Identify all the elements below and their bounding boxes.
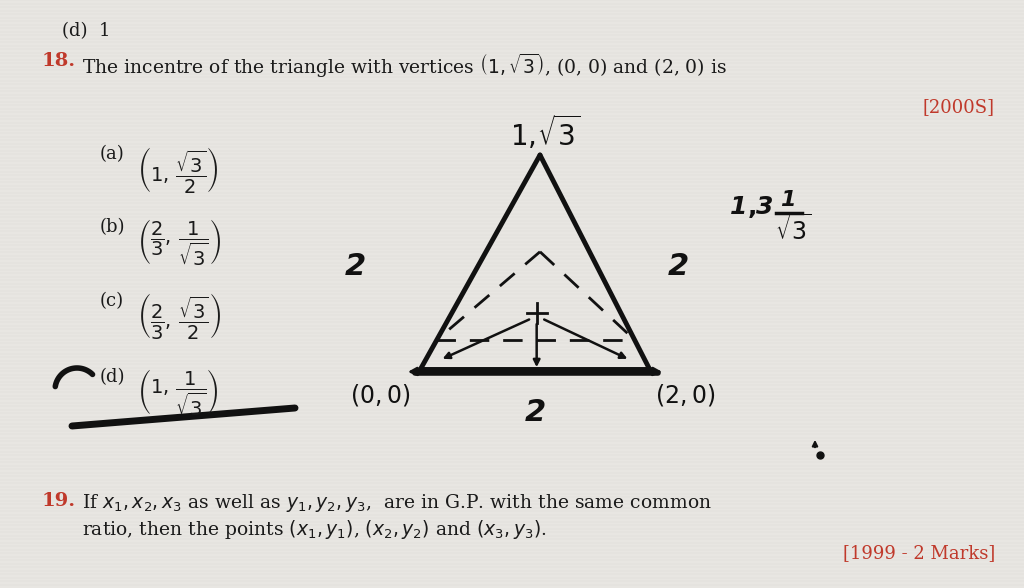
- Text: $(2,0)$: $(2,0)$: [655, 382, 716, 408]
- Text: $\left(\dfrac{2}{3},\, \dfrac{\sqrt{3}}{2}\right)$: $\left(\dfrac{2}{3},\, \dfrac{\sqrt{3}}{…: [137, 292, 221, 342]
- Text: 1: 1: [780, 190, 796, 210]
- Text: (b): (b): [100, 218, 126, 236]
- Text: [1999 - 2 Marks]: [1999 - 2 Marks]: [843, 544, 995, 562]
- Text: 1: 1: [730, 195, 748, 219]
- Text: 3: 3: [756, 195, 773, 219]
- Text: $(0,0)$: $(0,0)$: [350, 382, 411, 408]
- Text: $\sqrt{3}$: $\sqrt{3}$: [775, 214, 812, 245]
- Text: ratio, then the points $(x_1, y_1)$, $(x_2, y_2)$ and $(x_3, y_3)$.: ratio, then the points $(x_1, y_1)$, $(x…: [82, 518, 547, 541]
- Text: (d): (d): [100, 368, 126, 386]
- Text: (c): (c): [100, 292, 124, 310]
- Text: 18.: 18.: [42, 52, 76, 70]
- Text: (a): (a): [100, 145, 125, 163]
- Text: (d)  1: (d) 1: [62, 22, 111, 40]
- Text: $\left(\dfrac{2}{3},\, \dfrac{1}{\sqrt{3}}\right)$: $\left(\dfrac{2}{3},\, \dfrac{1}{\sqrt{3…: [137, 218, 221, 268]
- Text: $1,\!\sqrt{3}$: $1,\!\sqrt{3}$: [510, 113, 581, 152]
- Text: If $x_1, x_2, x_3$ as well as $y_1, y_2, y_3$,  are in G.P. with the same common: If $x_1, x_2, x_3$ as well as $y_1, y_2,…: [82, 492, 712, 514]
- Text: $\left(1,\, \dfrac{\sqrt{3}}{2}\right)$: $\left(1,\, \dfrac{\sqrt{3}}{2}\right)$: [137, 145, 219, 195]
- Text: ,: ,: [748, 195, 758, 219]
- Text: 2: 2: [525, 398, 546, 427]
- Text: $\left(1,\, \dfrac{1}{\sqrt{3}}\right)$: $\left(1,\, \dfrac{1}{\sqrt{3}}\right)$: [137, 368, 219, 418]
- Text: The incentre of the triangle with vertices $\left(1, \sqrt{3}\right)$, (0, 0) an: The incentre of the triangle with vertic…: [82, 52, 727, 80]
- Text: [2000S]: [2000S]: [923, 98, 995, 116]
- Text: 2: 2: [668, 252, 689, 281]
- Text: 2: 2: [345, 252, 367, 281]
- Text: 19.: 19.: [42, 492, 76, 510]
